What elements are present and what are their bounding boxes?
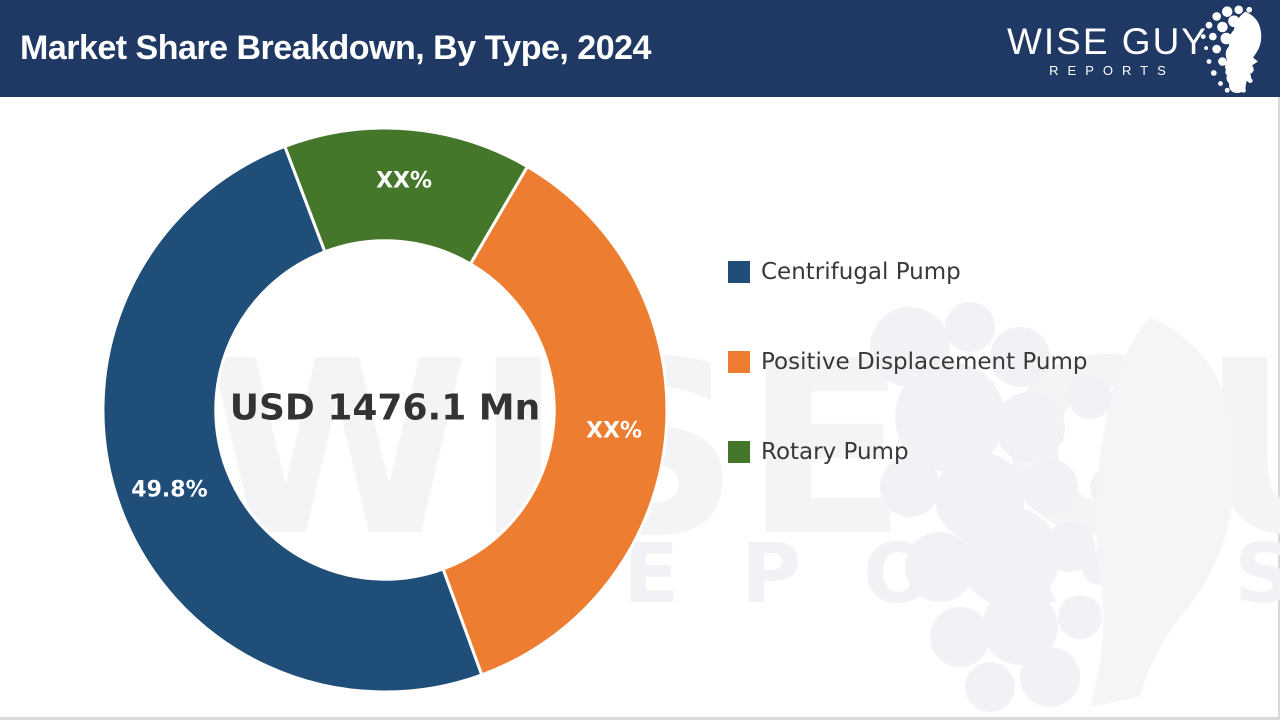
header: Market Share Breakdown, By Type, 2024 WI…	[0, 0, 1280, 97]
slice-label-rotary: XX%	[376, 168, 433, 194]
page-title: Market Share Breakdown, By Type, 2024	[20, 29, 651, 67]
chart-legend: Centrifugal Pump Positive Displacement P…	[728, 259, 1087, 529]
donut-chart	[101, 126, 669, 694]
legend-label: Rotary Pump	[761, 439, 909, 465]
legend-label: Positive Displacement Pump	[761, 349, 1088, 375]
legend-item-centrifugal: Centrifugal Pump	[728, 259, 1087, 285]
legend-swatch-centrifugal	[728, 261, 750, 283]
donut-center-value: USD 1476.1 Mn	[229, 387, 541, 429]
slice-label-positive-displacement: XX%	[586, 418, 643, 444]
pie-slice-2	[282, 126, 530, 266]
logo-wordmark: WISE GUY REPORTS	[1006, 21, 1208, 79]
legend-swatch-rotary	[728, 441, 750, 463]
legend-item-rotary: Rotary Pump	[728, 439, 1087, 465]
slice-label-centrifugal: 49.8%	[131, 477, 208, 503]
legend-swatch-positive-displacement	[728, 351, 750, 373]
wiseguy-head-icon	[1200, 5, 1262, 94]
pie-slice-1	[441, 164, 669, 677]
watermark-head-dots	[870, 302, 1236, 712]
logo-wordmark-line2: REPORTS	[1049, 63, 1175, 78]
logo-wordmark-line1: WISE GUY	[1006, 21, 1208, 62]
legend-item-positive-displacement: Positive Displacement Pump	[728, 349, 1087, 375]
pie-slice-0	[101, 144, 484, 694]
wiseguy-logo: WISE GUY REPORTS	[1007, 4, 1270, 96]
legend-label: Centrifugal Pump	[761, 259, 961, 285]
